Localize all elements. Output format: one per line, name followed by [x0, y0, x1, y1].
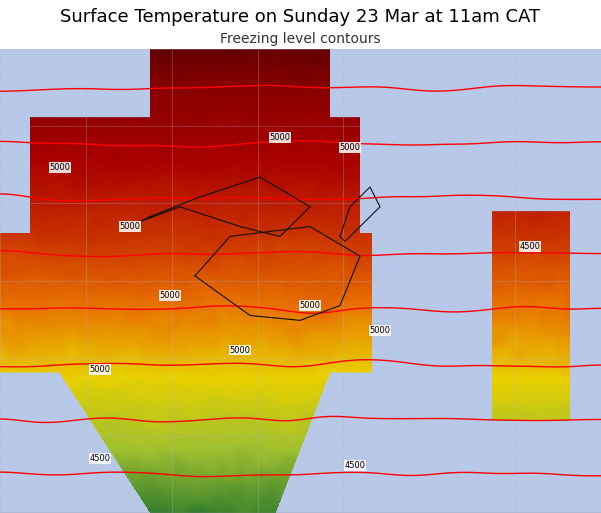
- Text: 4500: 4500: [90, 454, 111, 463]
- Text: 5000: 5000: [299, 301, 320, 310]
- Text: Freezing level contours: Freezing level contours: [220, 32, 381, 46]
- Text: 5000: 5000: [120, 222, 141, 231]
- Text: 5000: 5000: [340, 143, 361, 152]
- Text: 5000: 5000: [230, 346, 251, 354]
- Text: 5000: 5000: [159, 291, 180, 300]
- Text: 5000: 5000: [370, 326, 391, 335]
- Text: Surface Temperature on Sunday 23 Mar at 11am CAT: Surface Temperature on Sunday 23 Mar at …: [61, 8, 540, 26]
- Text: 5000: 5000: [49, 163, 70, 172]
- Text: 5000: 5000: [269, 133, 290, 142]
- Text: 4500: 4500: [519, 242, 540, 251]
- Text: 5000: 5000: [90, 365, 111, 374]
- Text: 4500: 4500: [344, 461, 365, 470]
